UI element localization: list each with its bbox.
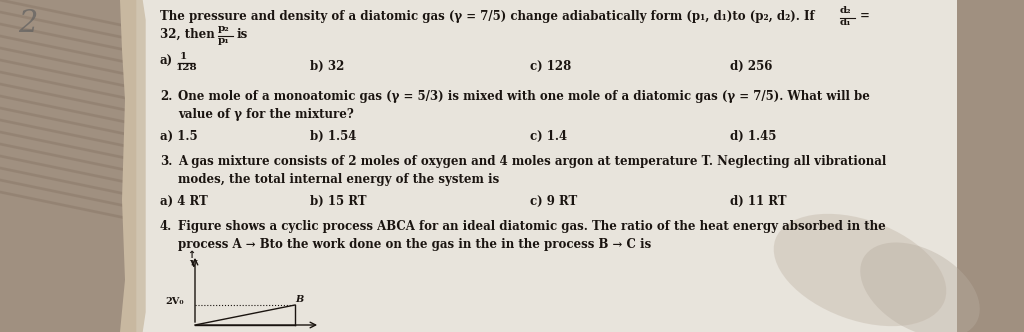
Text: b) 15 RT: b) 15 RT [310,195,367,208]
Ellipse shape [774,214,946,326]
Text: is: is [237,28,248,41]
Text: One mole of a monoatomic gas (γ = 5/3) is mixed with one mole of a diatomic gas : One mole of a monoatomic gas (γ = 5/3) i… [178,90,869,103]
Text: 2.: 2. [160,90,172,103]
Bar [0,0,145,332]
Text: A gas mixture consists of 2 moles of oxygen and 4 moles argon at temperature T. : A gas mixture consists of 2 moles of oxy… [178,155,886,168]
Text: d) 1.45: d) 1.45 [730,130,776,143]
Text: p₁: p₁ [218,36,229,45]
Text: 32, then: 32, then [160,28,215,41]
Text: Figure shows a cyclic process ABCA for an ideal diatomic gas. The ratio of the h: Figure shows a cyclic process ABCA for a… [178,220,886,233]
Text: d) 256: d) 256 [730,60,772,73]
Text: 2: 2 [18,8,37,39]
Text: V: V [189,260,197,269]
Text: p₂: p₂ [218,24,229,33]
Text: 2V₀: 2V₀ [165,297,183,306]
Text: c) 1.4: c) 1.4 [530,130,567,143]
Text: a) 4 RT: a) 4 RT [160,195,208,208]
Text: a) 1.5: a) 1.5 [160,130,198,143]
Text: 1: 1 [180,52,187,61]
Text: c) 9 RT: c) 9 RT [530,195,578,208]
Text: d₁: d₁ [840,18,852,27]
Text: 128: 128 [176,63,198,72]
Text: ↑: ↑ [187,250,196,260]
Text: modes, the total internal energy of the system is: modes, the total internal energy of the … [178,173,500,186]
Text: The pressure and density of a diatomic gas (γ = 7/5) change adiabatically form (: The pressure and density of a diatomic g… [160,10,815,23]
Text: d) 11 RT: d) 11 RT [730,195,786,208]
Polygon shape [120,0,145,332]
Bar [957,0,1024,332]
Bar [137,0,957,332]
Text: 3.: 3. [160,155,172,168]
Text: 4.: 4. [160,220,172,233]
Text: a): a) [160,55,173,68]
Text: b) 32: b) 32 [310,60,344,73]
Ellipse shape [860,242,980,332]
Text: d₂: d₂ [840,6,852,15]
Text: value of γ for the mixture?: value of γ for the mixture? [178,108,353,121]
Text: b) 1.54: b) 1.54 [310,130,356,143]
Text: B: B [295,295,303,304]
Polygon shape [137,0,145,332]
Text: =: = [860,10,869,23]
Text: c) 128: c) 128 [530,60,571,73]
Text: process A → Bto the work done on the gas in the in the process B → C is: process A → Bto the work done on the gas… [178,238,651,251]
